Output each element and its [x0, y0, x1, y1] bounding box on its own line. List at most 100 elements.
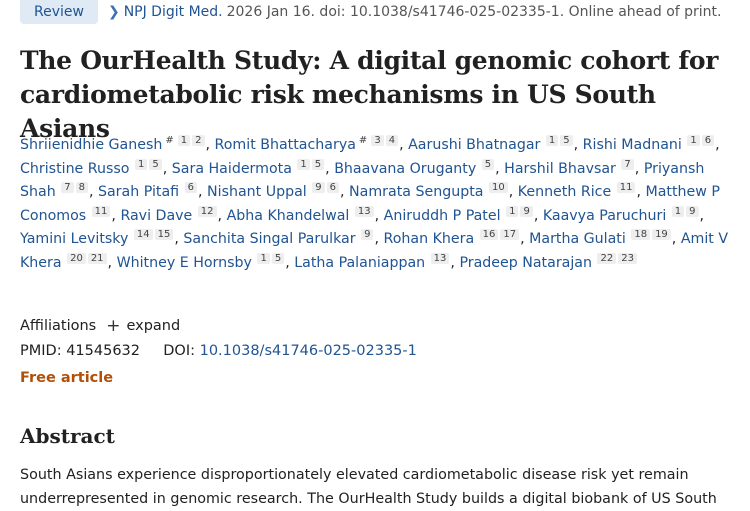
affiliation-ref[interactable]: 5	[271, 252, 285, 264]
author-entry: Abha Khandelwal 13,	[226, 205, 384, 224]
affiliation-ref[interactable]: 17	[500, 229, 520, 240]
affiliation-ref[interactable]: 5	[481, 158, 495, 170]
affiliation-ref[interactable]: 3	[371, 135, 384, 146]
affiliation-ref[interactable]: 19	[652, 229, 671, 240]
article-header: Review ❯ NPJ Digit Med. 2026 Jan 16. doi…	[20, 0, 721, 24]
affiliations-label: Affiliations	[20, 318, 97, 334]
affiliation-ref[interactable]: 15	[154, 229, 174, 240]
affiliation-ref[interactable]: 13	[430, 252, 450, 264]
author-link[interactable]: Rishi Madnani	[582, 137, 682, 153]
author-entry: Amit V Khera 20 21,	[20, 231, 729, 271]
affiliation-ref[interactable]: 6	[326, 182, 340, 193]
author-link[interactable]: Priyansh Shah	[20, 160, 705, 201]
author-entry: Namrata Sengupta 10,	[349, 182, 518, 200]
affiliation-ref[interactable]: 18	[631, 229, 651, 240]
affiliation-ref[interactable]: 2	[192, 135, 205, 146]
author-link[interactable]: Sarah Pitafi	[97, 184, 180, 200]
pmid-value: 41545632	[66, 343, 141, 359]
author-link[interactable]: Martha Gulati	[529, 231, 626, 247]
affiliation-ref[interactable]: 9	[520, 205, 533, 217]
affiliation-ref[interactable]: 1	[177, 135, 191, 146]
affiliation-ref[interactable]: 5	[149, 158, 162, 170]
affiliation-ref[interactable]: 12	[197, 205, 217, 217]
author-link[interactable]: Christine Russo	[20, 160, 130, 177]
affiliation-ref[interactable]: 20	[67, 252, 86, 264]
article-title: The OurHealth Study: A digital genomic c…	[20, 46, 719, 143]
author-link[interactable]: Matthew P Conomos	[20, 184, 720, 224]
author-link[interactable]: Nishant Uppal	[207, 184, 307, 200]
affiliation-ref[interactable]: 16	[479, 229, 499, 240]
affiliation-ref[interactable]: 21	[87, 252, 107, 264]
author-link[interactable]: Harshil Bhavsar	[504, 160, 616, 177]
author-entry: Romit Bhattacharya #3 4,	[214, 135, 409, 153]
author-link[interactable]: Sanchita Singal Parulkar	[183, 231, 356, 247]
affiliation-ref[interactable]: 13	[354, 205, 374, 217]
equal-contribution-mark[interactable]: #	[358, 135, 368, 146]
author-link[interactable]: Latha Palaniappan	[294, 254, 426, 271]
expand-affiliations-button[interactable]: + expand	[106, 316, 180, 336]
author-link[interactable]: Kenneth Rice	[517, 184, 612, 200]
affiliation-ref[interactable]: 14	[133, 229, 153, 240]
affiliation-ref[interactable]: 1	[297, 158, 310, 170]
publication-type-badge[interactable]: Review	[20, 0, 98, 24]
affiliation-ref[interactable]: 4	[385, 135, 399, 146]
author-link[interactable]: Shriienidhie Ganesh	[20, 137, 163, 153]
author-link[interactable]: Aarushi Bhatnagar	[408, 137, 541, 153]
affiliation-ref[interactable]: 1	[687, 135, 700, 146]
affiliation-ref[interactable]: 7	[61, 182, 74, 193]
affiliation-ref[interactable]: 1	[135, 158, 148, 170]
author-list: Shriienidhie Ganesh #1 2, Romit Bhattachar…	[20, 134, 740, 275]
affiliation-ref[interactable]: 6	[701, 135, 715, 146]
affiliation-ref[interactable]: 6	[184, 182, 197, 193]
affiliation-ref[interactable]: 5	[311, 158, 325, 170]
author-link[interactable]: Rohan Khera	[383, 231, 475, 247]
author-entry: Rohan Khera 16 17,	[383, 229, 530, 247]
doi-link[interactable]: 10.1038/s41746-025-02335-1	[199, 343, 417, 359]
doi-label: DOI:	[163, 343, 195, 359]
affiliation-ref[interactable]: 11	[616, 182, 636, 193]
author-link[interactable]: Romit Bhattacharya	[214, 137, 356, 153]
author-link[interactable]: Yamini Levitsky	[20, 231, 129, 247]
author-link[interactable]: Pradeep Natarajan	[459, 254, 592, 271]
affiliation-ref[interactable]: 1	[545, 135, 559, 146]
author-entry: Matthew P Conomos 11,	[20, 184, 720, 224]
affiliation-ref[interactable]: 9	[686, 205, 699, 217]
author-entry: Pradeep Natarajan 22 23	[459, 252, 638, 271]
affiliation-ref[interactable]: 9	[312, 182, 325, 193]
equal-contribution-mark[interactable]: #	[165, 135, 174, 146]
author-link[interactable]: Amit V Khera	[20, 231, 729, 271]
affiliation-ref[interactable]: 1	[671, 205, 685, 217]
affiliation-ref[interactable]: 11	[91, 205, 111, 217]
citation-text: 2026 Jan 16. doi: 10.1038/s41746-025-023…	[226, 4, 722, 20]
journal-link[interactable]: NPJ Digit Med.	[123, 4, 223, 20]
pmid-label: PMID:	[20, 343, 62, 359]
author-link[interactable]: Bhaavana Oruganty	[334, 160, 477, 177]
affiliation-ref[interactable]: 5	[560, 135, 573, 146]
author-link[interactable]: Aniruddh P Patel	[383, 207, 501, 224]
author-link[interactable]: Sara Haidermota	[171, 160, 292, 177]
author-link[interactable]: Ravi Dave	[120, 207, 193, 224]
affiliation-ref[interactable]: 7	[621, 158, 634, 170]
affiliation-ref[interactable]: 22	[597, 252, 617, 264]
affiliation-ref[interactable]: 9	[361, 229, 374, 240]
author-entry: Sarah Pitafi 6,	[97, 182, 208, 200]
author-link[interactable]: Namrata Sengupta	[349, 184, 484, 200]
author-entry: Latha Palaniappan 13,	[294, 252, 460, 271]
author-entry: Yamini Levitsky 14 15,	[20, 229, 184, 247]
author-link[interactable]: Kaavya Paruchuri	[542, 207, 667, 224]
author-entry: Bhaavana Oruganty 5,	[334, 158, 505, 177]
author-link[interactable]: Whitney E Hornsby	[116, 254, 252, 271]
affiliation-ref[interactable]: 8	[75, 182, 88, 193]
free-article-label[interactable]: Free article	[20, 370, 114, 386]
affiliation-ref[interactable]: 10	[488, 182, 508, 193]
affiliation-ref[interactable]: 1	[506, 205, 519, 217]
expand-label: expand	[126, 318, 181, 334]
author-link[interactable]: Abha Khandelwal	[226, 207, 350, 224]
affiliation-ref[interactable]: 23	[618, 252, 637, 264]
affiliation-ref[interactable]: 1	[257, 252, 270, 264]
